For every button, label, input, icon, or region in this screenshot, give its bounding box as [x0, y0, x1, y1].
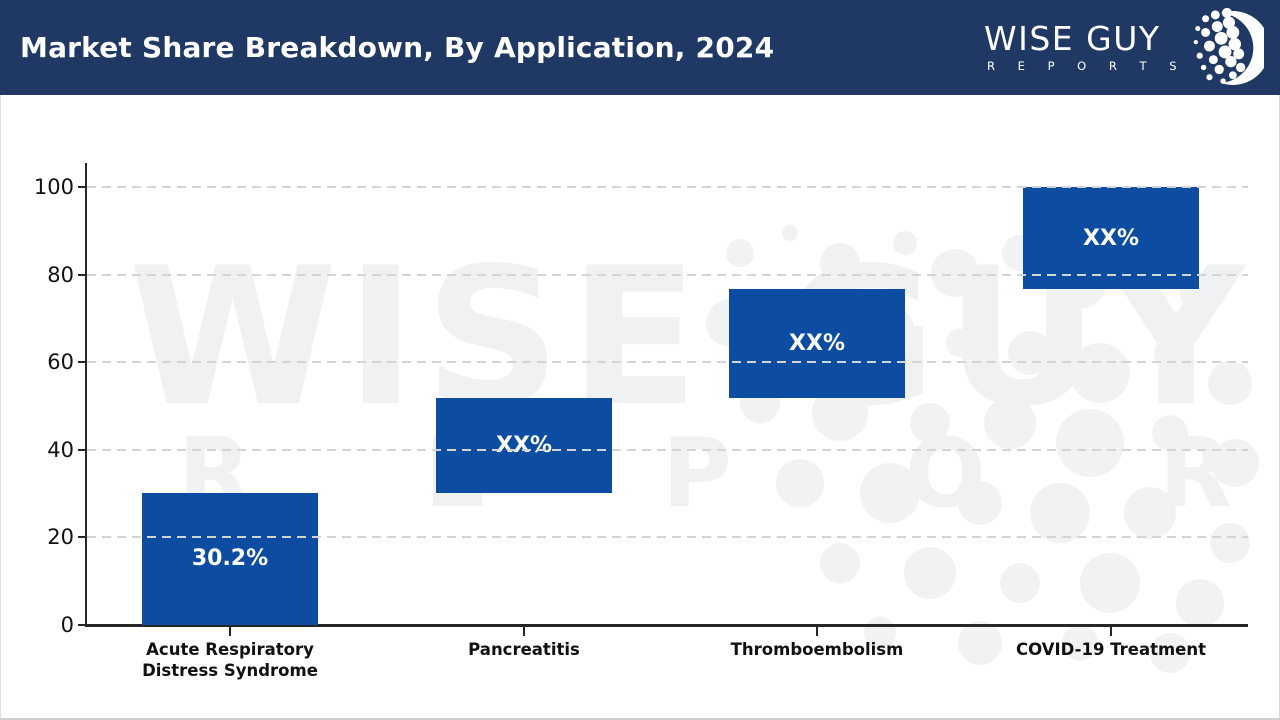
x-axis-line: [85, 624, 1248, 627]
page-edge-left: [0, 95, 1, 720]
wiseguy-logo: WISE GUY R E P O R T S: [984, 6, 1264, 89]
y-axis-tick: [78, 448, 87, 451]
x-axis-tick: [816, 627, 818, 636]
x-category-label-line: Distress Syndrome: [142, 661, 318, 680]
face-profile-dots-icon: [1190, 6, 1264, 89]
x-axis-tick: [523, 627, 525, 636]
plot-area: 30.2% XX% XX% XX% 0 20 40 60 80 100 Acute Respirat…: [0, 95, 1280, 720]
x-category-label: COVID-19 Treatment: [961, 639, 1261, 660]
y-tick-label: 40: [47, 437, 74, 462]
x-category-label: Acute Respiratory Distress Syndrome: [80, 639, 380, 681]
x-category-label-line: COVID-19 Treatment: [1016, 640, 1206, 659]
y-axis-tick: [78, 536, 87, 539]
chart-bar: 30.2%: [142, 492, 318, 625]
bar-value-label: 30.2%: [191, 546, 269, 572]
bar-value-label: XX%: [1083, 225, 1139, 251]
page-title: Market Share Breakdown, By Application, …: [20, 31, 775, 64]
y-tick-label: 60: [47, 350, 74, 375]
header-band: Market Share Breakdown, By Application, …: [0, 0, 1280, 95]
y-tick-label: 0: [60, 613, 74, 637]
gridline: [87, 448, 1248, 451]
y-axis-tick: [78, 186, 87, 188]
chart-area: WISE GUY R E P O R T S 30.2%XX%XX%XX%020…: [0, 95, 1280, 720]
x-category-label: Thromboembolism: [667, 639, 967, 660]
gridline: [87, 186, 1248, 188]
x-category-label: Pancreatitis: [374, 639, 674, 660]
x-category-label-line: Acute Respiratory: [146, 640, 314, 659]
x-axis-tick: [1110, 627, 1112, 636]
x-category-label-line: Pancreatitis: [468, 640, 580, 659]
x-category-label-line: Thromboembolism: [730, 640, 904, 659]
x-axis-tick: [229, 627, 231, 636]
y-axis-tick: [78, 361, 87, 364]
chart-bar: XX%: [436, 397, 612, 493]
logo-name: WISE GUY: [984, 19, 1161, 58]
y-tick-label: 100: [33, 175, 74, 199]
bar-value-label: XX%: [789, 331, 845, 357]
gridline: [87, 536, 1248, 539]
logo-text-block: WISE GUY R E P O R T S: [984, 19, 1186, 74]
chart-bar: XX%: [729, 289, 905, 398]
gridline: [87, 361, 1248, 364]
bar-value-label: XX%: [496, 432, 552, 458]
y-axis-line: [85, 163, 87, 627]
y-tick-label: 20: [47, 525, 74, 550]
logo-subtitle: R E P O R T S: [987, 59, 1186, 73]
chart-bar: XX%: [1023, 187, 1199, 290]
gridline: [87, 273, 1248, 276]
y-tick-label: 80: [47, 262, 74, 287]
y-axis-tick: [78, 624, 87, 626]
page-edge-bottom: [0, 718, 1280, 720]
y-axis-tick: [78, 273, 87, 276]
